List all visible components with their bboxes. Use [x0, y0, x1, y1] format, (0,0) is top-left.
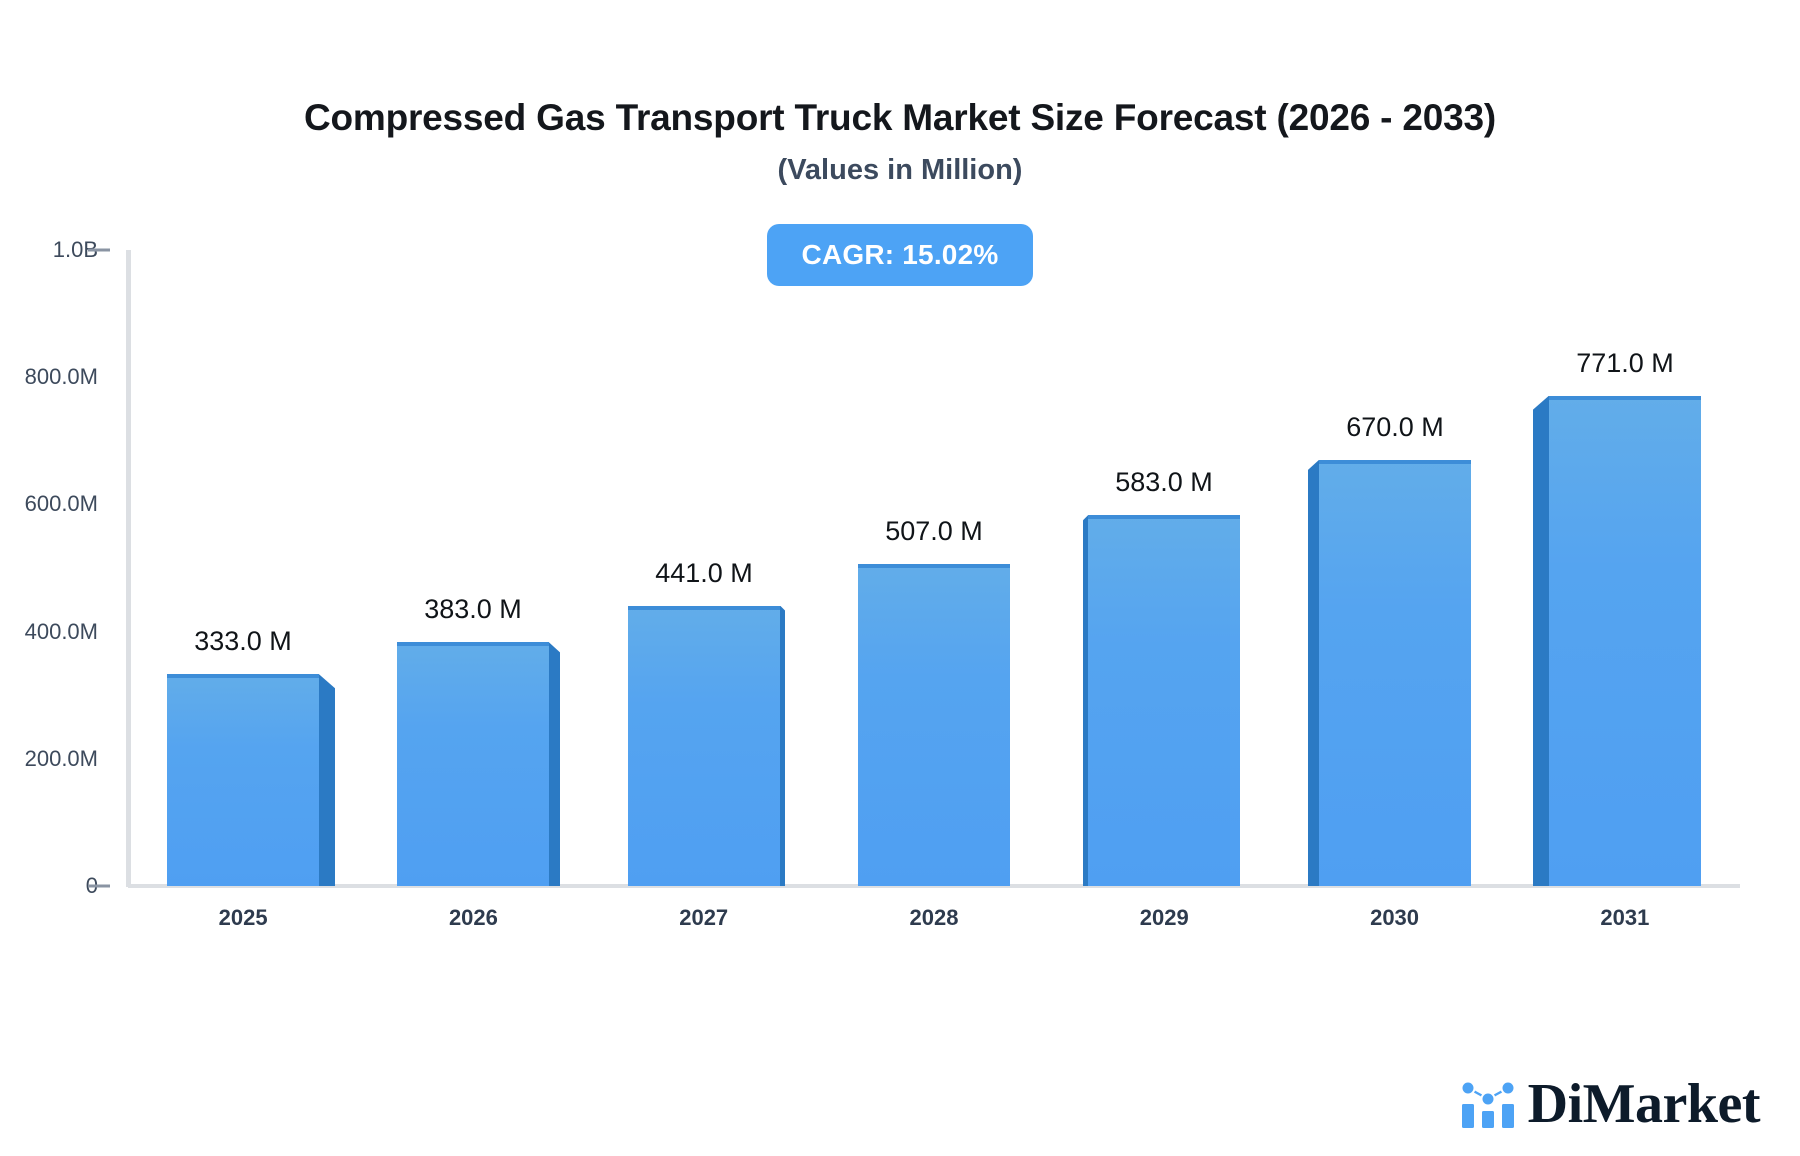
bar-top-edge	[1549, 395, 1701, 400]
bar-value-label: 441.0 M	[655, 557, 753, 588]
bar-value-label: 583.0 M	[1115, 467, 1213, 498]
y-axis-tick-mark	[88, 884, 110, 888]
bar-2026[interactable]	[397, 642, 560, 886]
bar-value-label: 670.0 M	[1346, 411, 1444, 442]
bar-side-panel	[1308, 459, 1319, 886]
chart-header: Compressed Gas Transport Truck Market Si…	[0, 96, 1800, 187]
y-axis-tick-label: 400.0M	[24, 618, 98, 644]
bar-value-label: 771.0 M	[1576, 347, 1674, 378]
bar-top-edge	[167, 674, 319, 679]
bar-side-panel	[319, 674, 335, 886]
bar-value-label: 333.0 M	[194, 626, 292, 657]
bar-value-label: 507.0 M	[885, 515, 983, 546]
bar-face	[1319, 459, 1471, 886]
bar-value-label: 383.0 M	[424, 594, 522, 625]
cagr-badge-wrapper: CAGR: 15.02%	[0, 224, 1800, 286]
x-axis-tick-label: 2029	[1139, 905, 1189, 930]
bar-chart-dots-icon	[1460, 1080, 1516, 1128]
y-axis-tick-label: 600.0M	[24, 491, 98, 517]
bar-2028[interactable]	[858, 563, 1010, 886]
y-axis-tick-label: 800.0M	[24, 364, 98, 390]
brand-logo: DiMarket	[1460, 1073, 1761, 1135]
brand-name: DiMarket	[1527, 1073, 1761, 1135]
x-axis-tick-label: 2026	[448, 905, 498, 930]
x-axis-tick-label: 2025	[218, 905, 268, 930]
cagr-badge: CAGR: 15.02%	[766, 224, 1034, 286]
bar-2029[interactable]	[1083, 515, 1240, 886]
x-axis-tick-label: 2030	[1370, 905, 1420, 930]
x-axis-tick-label: 2031	[1600, 905, 1650, 930]
bar-face	[628, 605, 780, 886]
x-axis-line	[128, 884, 1740, 888]
bar-2030[interactable]	[1308, 459, 1471, 886]
y-axis-tick-label: 200.0M	[24, 745, 98, 771]
bar-top-edge	[858, 563, 1010, 568]
chart-title: Compressed Gas Transport Truck Market Si…	[303, 97, 1497, 138]
y-axis-line	[126, 250, 131, 887]
bar-top-edge	[1088, 515, 1240, 520]
bar-face	[397, 642, 549, 886]
chart-subtitle: (Values in Million)	[777, 153, 1023, 186]
x-axis-tick-label: 2027	[679, 905, 729, 930]
y-axis-tick-mark	[88, 248, 110, 252]
bar-side-panel	[1533, 395, 1549, 886]
bar-top-edge	[1319, 459, 1471, 464]
bar-face	[858, 563, 1010, 886]
bar-face	[1088, 515, 1240, 886]
bar-face	[167, 674, 319, 886]
bar-top-edge	[628, 605, 780, 610]
bar-2025[interactable]	[167, 674, 335, 886]
x-axis-tick-label: 2028	[909, 905, 959, 930]
bar-side-panel	[780, 605, 785, 886]
bar-face	[1549, 395, 1701, 886]
bar-side-panel	[549, 642, 560, 886]
bar-top-edge	[397, 642, 549, 647]
bar-2031[interactable]	[1533, 395, 1701, 886]
bar-2027[interactable]	[628, 605, 785, 886]
bar-side-panel	[1083, 515, 1088, 886]
